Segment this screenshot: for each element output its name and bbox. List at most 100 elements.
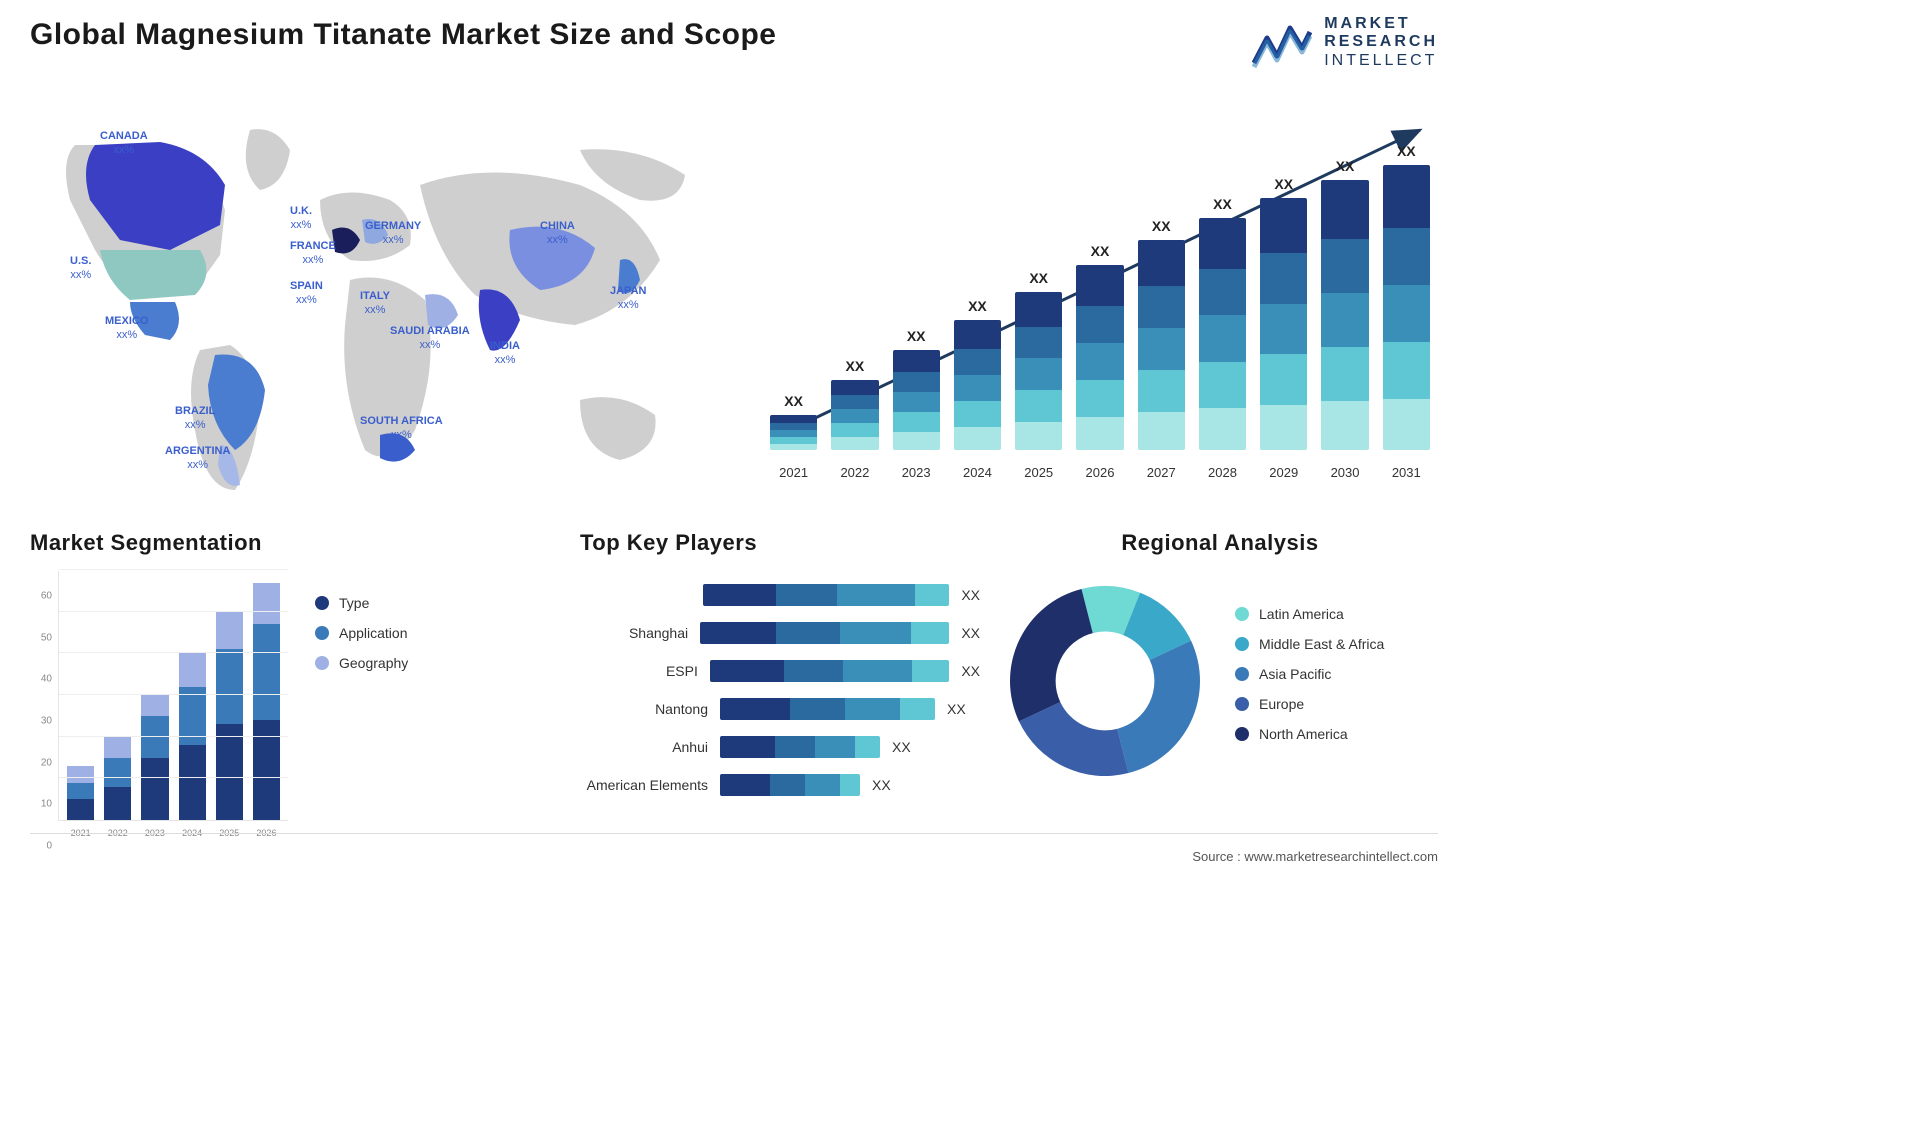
players-chart: XX Shanghai XX ESPI XX Nantong XX Anhui XX Americ… <box>580 581 980 799</box>
x-axis-label: 2024 <box>954 465 1001 480</box>
y-tick: 40 <box>41 674 52 685</box>
bar-value-label: XX <box>1029 270 1048 286</box>
y-tick: 60 <box>41 591 52 602</box>
footer-divider <box>30 833 1438 834</box>
player-value: XX <box>961 625 980 641</box>
logo-line1: MARKET <box>1324 15 1438 33</box>
forecast-bar: XX <box>893 328 940 450</box>
regional-section: Regional Analysis Latin America Middle Ea… <box>1000 530 1440 786</box>
player-value: XX <box>892 739 911 755</box>
logo-mark-icon <box>1252 18 1312 68</box>
world-map: CANADAxx% U.S.xx% MEXICOxx% BRAZILxx% ARGENT… <box>20 90 700 500</box>
legend-item: Geography <box>315 655 408 671</box>
map-label: JAPANxx% <box>610 285 646 313</box>
y-tick: 30 <box>41 716 52 727</box>
x-axis-label: 2021 <box>770 465 817 480</box>
y-tick: 10 <box>41 799 52 810</box>
legend-item: Asia Pacific <box>1235 666 1384 682</box>
player-name: Nantong <box>580 701 720 717</box>
player-row: Anhui XX <box>580 733 980 761</box>
legend-item: North America <box>1235 726 1384 742</box>
forecast-bar: XX <box>1260 176 1307 450</box>
segmentation-bar <box>216 612 243 820</box>
map-label: BRAZILxx% <box>175 405 215 433</box>
bar-value-label: XX <box>846 358 865 374</box>
legend-item: Type <box>315 595 408 611</box>
x-axis-label: 2022 <box>831 465 878 480</box>
forecast-bar: XX <box>1321 158 1368 450</box>
forecast-bar: XX <box>1383 143 1430 450</box>
player-value: XX <box>961 587 980 603</box>
logo-line3: INTELLECT <box>1324 52 1438 70</box>
donut-segment <box>1117 641 1200 773</box>
bar-value-label: XX <box>1274 176 1293 192</box>
segmentation-bar <box>253 583 280 820</box>
segmentation-bar <box>141 695 168 820</box>
y-tick: 0 <box>46 841 52 852</box>
x-axis-label: 2028 <box>1199 465 1246 480</box>
forecast-bar: XX <box>954 298 1001 450</box>
regional-legend: Latin America Middle East & Africa Asia Pa… <box>1235 606 1384 756</box>
legend-item: Europe <box>1235 696 1384 712</box>
segmentation-bar <box>179 653 206 820</box>
map-label: ITALYxx% <box>360 290 390 318</box>
forecast-bar: XX <box>1015 270 1062 450</box>
player-name: ESPI <box>580 663 710 679</box>
player-value: XX <box>961 663 980 679</box>
player-name: Anhui <box>580 739 720 755</box>
map-label: ARGENTINAxx% <box>165 445 230 473</box>
segmentation-bar <box>67 766 94 820</box>
x-axis-label: 2025 <box>1015 465 1062 480</box>
legend-item: Latin America <box>1235 606 1384 622</box>
player-row: ESPI XX <box>580 657 980 685</box>
bar-value-label: XX <box>1213 196 1232 212</box>
bar-value-label: XX <box>1397 143 1416 159</box>
map-label: CHINAxx% <box>540 220 575 248</box>
forecast-bar: XX <box>1076 243 1123 450</box>
y-tick: 50 <box>41 632 52 643</box>
players-title: Top Key Players <box>580 530 980 556</box>
map-label: CANADAxx% <box>100 130 148 158</box>
segmentation-legend: TypeApplicationGeography <box>315 595 408 685</box>
player-row: XX <box>580 581 980 609</box>
map-label: U.K.xx% <box>290 205 312 233</box>
map-label: SAUDI ARABIAxx% <box>390 325 470 353</box>
forecast-bar: XX <box>1199 196 1246 450</box>
map-label: U.S.xx% <box>70 255 91 283</box>
x-axis-label: 2031 <box>1383 465 1430 480</box>
bar-value-label: XX <box>1336 158 1355 174</box>
brand-logo: MARKET RESEARCH INTELLECT <box>1252 15 1438 70</box>
segmentation-bar <box>104 737 131 820</box>
regional-donut <box>1000 576 1210 786</box>
player-name: Shanghai <box>580 625 700 641</box>
players-section: Top Key Players XX Shanghai XX ESPI XX Nanton… <box>580 530 980 809</box>
map-label: SOUTH AFRICAxx% <box>360 415 443 443</box>
map-label: GERMANYxx% <box>365 220 421 248</box>
map-label: MEXICOxx% <box>105 315 148 343</box>
bar-value-label: XX <box>1091 243 1110 259</box>
x-axis-label: 2023 <box>893 465 940 480</box>
player-value: XX <box>947 701 966 717</box>
legend-item: Middle East & Africa <box>1235 636 1384 652</box>
map-label: INDIAxx% <box>490 340 520 368</box>
x-axis-label: 2027 <box>1138 465 1185 480</box>
bar-value-label: XX <box>784 393 803 409</box>
player-row: Shanghai XX <box>580 619 980 647</box>
x-axis-label: 2030 <box>1321 465 1368 480</box>
map-label: FRANCExx% <box>290 240 336 268</box>
player-name: American Elements <box>580 777 720 793</box>
forecast-bar: XX <box>831 358 878 450</box>
map-label: SPAINxx% <box>290 280 323 308</box>
regional-title: Regional Analysis <box>1000 530 1440 556</box>
forecast-bar: XX <box>1138 218 1185 450</box>
forecast-bar: XX <box>770 393 817 450</box>
bar-value-label: XX <box>968 298 987 314</box>
forecast-bar-chart: XX XX XX XX XX XX XX XX XX XX XX 2021 2022 2023 2024 2… <box>750 120 1430 480</box>
y-tick: 20 <box>41 757 52 768</box>
x-axis-label: 2026 <box>1076 465 1123 480</box>
bar-value-label: XX <box>1152 218 1171 234</box>
x-axis-label: 2029 <box>1260 465 1307 480</box>
segmentation-section: Market Segmentation 0102030405060 202120… <box>30 530 460 841</box>
donut-segment <box>1010 589 1093 721</box>
page-title: Global Magnesium Titanate Market Size an… <box>30 18 776 52</box>
